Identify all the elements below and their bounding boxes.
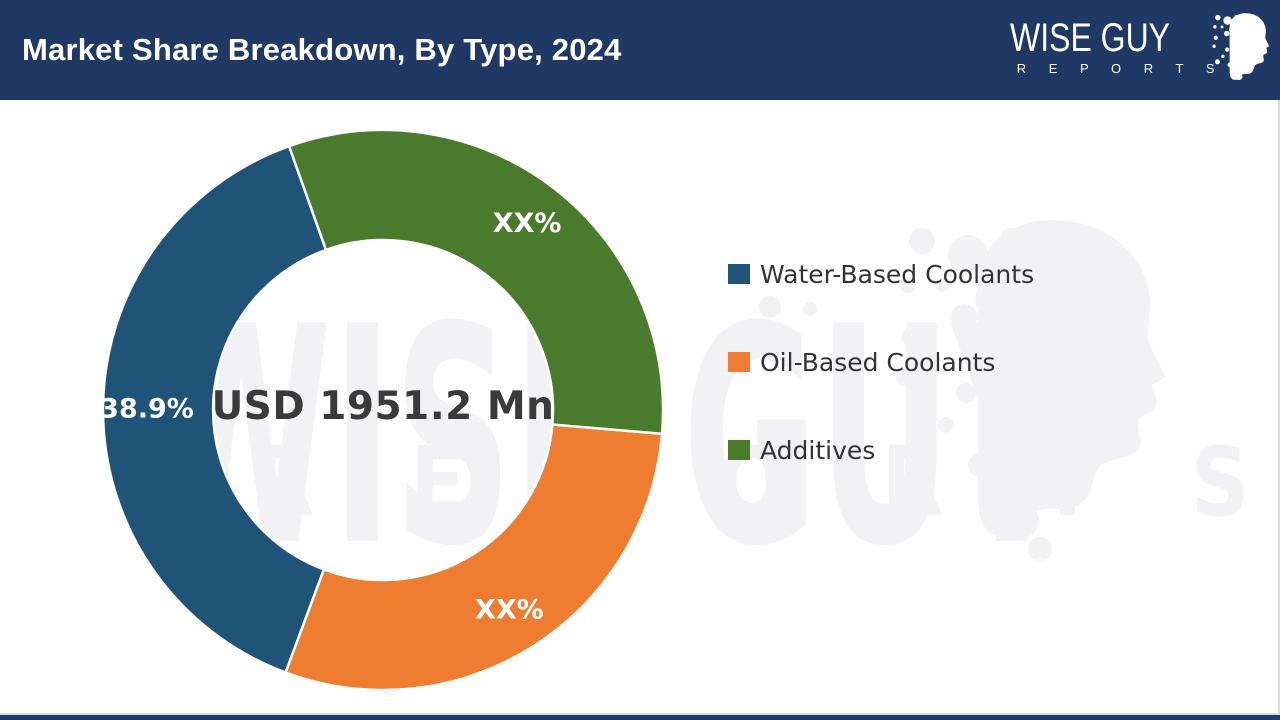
footer-divider <box>0 713 1280 715</box>
page-title: Market Share Breakdown, By Type, 2024 <box>22 32 622 67</box>
legend-label-water-based-coolants: Water-Based Coolants <box>760 259 1035 289</box>
legend-label-oil-based-coolants: Oil-Based Coolants <box>760 347 996 377</box>
slice-water-based-coolants <box>101 144 328 674</box>
slice-label-oil-based-coolants: XX% <box>475 594 544 625</box>
logo-reports-text: R E P O R T S <box>1016 61 1224 76</box>
legend-swatch-oil-based-coolants <box>728 352 750 372</box>
slice-label-water-based-coolants: 38.9% <box>100 393 194 424</box>
logo-brand-text: WISE GUY <box>1009 16 1170 60</box>
legend-label-additives: Additives <box>760 435 876 465</box>
header-bar: Market Share Breakdown, By Type, 2024 WI… <box>0 0 1280 100</box>
wiseguy-face-icon <box>1212 13 1270 81</box>
slice-oil-based-coolants <box>284 423 664 692</box>
legend-swatch-water-based-coolants <box>728 264 750 284</box>
legend-item-water-based-coolants: Water-Based Coolants <box>728 248 1034 300</box>
chart-legend: Water-Based Coolants Oil-Based Coolants Ad… <box>728 248 1034 512</box>
chart-area: WISE GUY R E P O R T S <box>0 100 1280 713</box>
chart-center-value: USD 1951.2 Mn <box>211 384 555 429</box>
footer-bar <box>0 715 1280 720</box>
legend-swatch-additives <box>728 440 750 460</box>
legend-item-additives: Additives <box>728 424 1034 476</box>
slice-additives <box>287 128 665 436</box>
slice-label-additives: XX% <box>493 208 562 239</box>
donut-chart: 38.9% XX% XX% <box>100 128 665 692</box>
wiseguy-logo: WISE GUY R E P O R T S <box>1010 8 1272 90</box>
legend-item-oil-based-coolants: Oil-Based Coolants <box>728 336 1034 388</box>
